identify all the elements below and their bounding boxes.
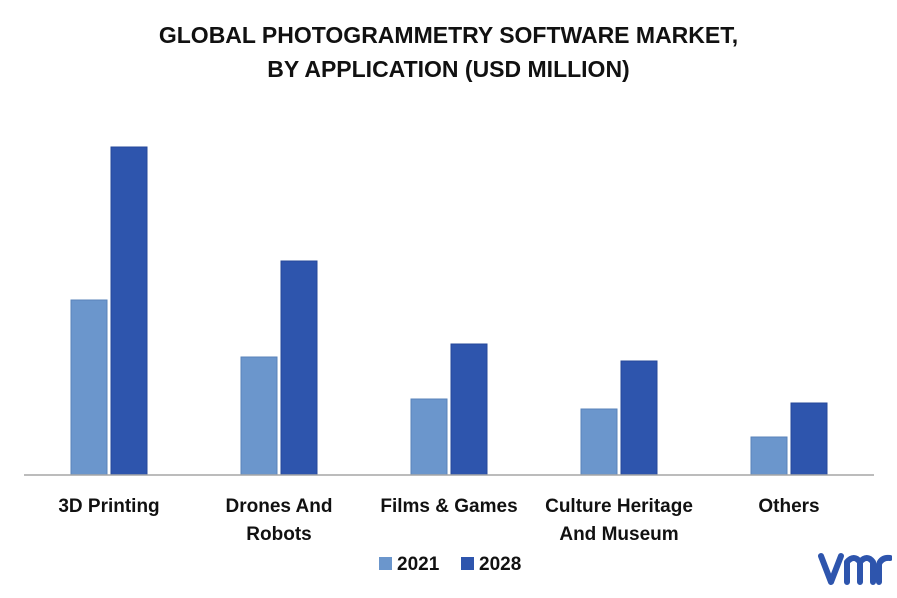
category-label-line: 3D Printing xyxy=(58,496,159,517)
bar-2021-0 xyxy=(70,299,108,476)
category-label-1: Drones And Robots xyxy=(226,496,333,545)
category-label-line: Robots xyxy=(246,524,311,545)
bar-2021-2 xyxy=(410,398,448,476)
bar-2028-4 xyxy=(790,402,828,476)
legend: 2021 2028 xyxy=(379,554,521,575)
bar-2028-0 xyxy=(110,146,148,476)
category-label-line: And Museum xyxy=(559,524,678,545)
category-label-4: Others xyxy=(758,496,819,517)
category-label-line: Culture Heritage xyxy=(545,496,693,517)
bar-2028-3 xyxy=(620,360,658,476)
bar-2028-2 xyxy=(450,343,488,476)
vmr-logo-icon xyxy=(818,553,892,585)
bar-2028-1 xyxy=(280,260,318,476)
category-label-0: 3D Printing xyxy=(58,496,159,517)
chart-title-line-2: BY APPLICATION (USD MILLION) xyxy=(267,56,630,82)
category-labels: 3D Printing Drones And Robots Films & Games… xyxy=(58,496,819,545)
legend-swatch-2028 xyxy=(461,557,474,570)
category-label-line: Drones And xyxy=(226,496,333,517)
bar-2021-3 xyxy=(580,408,618,476)
bars-group xyxy=(70,146,828,476)
legend-label-2028: 2028 xyxy=(479,554,521,575)
category-label-line: Films & Games xyxy=(380,496,517,517)
chart-title: GLOBAL PHOTOGRAMMETRY SOFTWARE MARKET, B… xyxy=(0,18,897,86)
legend-label-2021: 2021 xyxy=(397,554,440,575)
category-label-3: Culture Heritage And Museum xyxy=(545,496,693,545)
bar-2021-1 xyxy=(240,356,278,476)
legend-swatch-2021 xyxy=(379,557,392,570)
category-label-2: Films & Games xyxy=(380,496,517,517)
chart-title-line-1: GLOBAL PHOTOGRAMMETRY SOFTWARE MARKET, xyxy=(158,22,739,48)
bar-2021-4 xyxy=(750,436,788,476)
category-label-line: Others xyxy=(758,496,819,517)
